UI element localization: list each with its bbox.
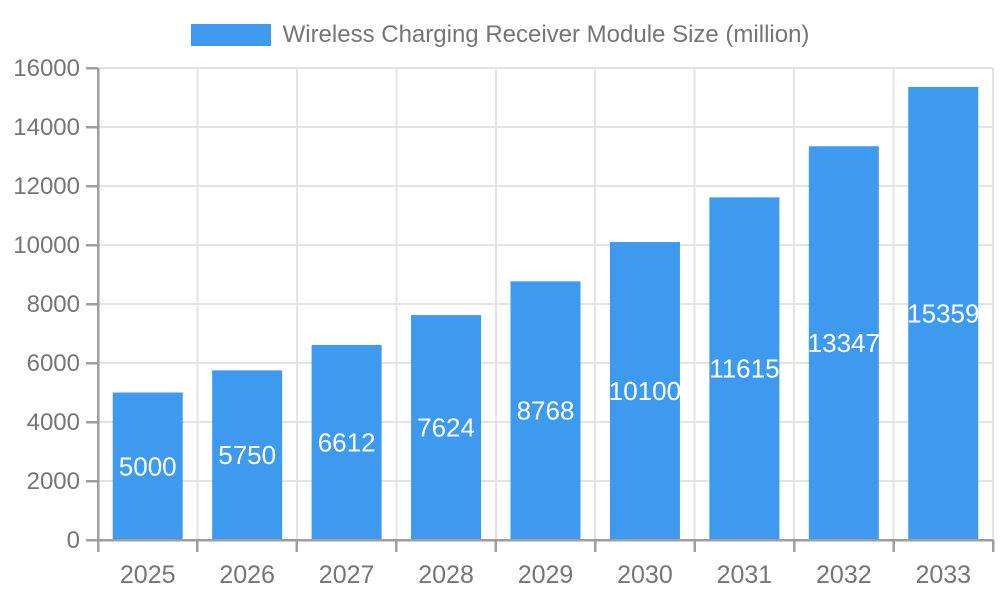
- bar: [510, 281, 581, 540]
- bar: [609, 242, 680, 541]
- bar: [112, 392, 183, 540]
- legend-swatch: [190, 24, 271, 46]
- y-tick-label: 8000: [27, 291, 80, 318]
- y-tick-label: 10000: [13, 232, 80, 259]
- bar-value-label: 15359: [907, 298, 979, 328]
- bar-value-label: 6612: [318, 427, 376, 457]
- y-tick-label: 14000: [13, 114, 80, 141]
- bar-value-label: 13347: [808, 328, 880, 358]
- bar: [212, 370, 283, 540]
- y-tick-label: 4000: [27, 409, 80, 436]
- y-tick-label: 0: [67, 527, 80, 554]
- x-tick-label: 2030: [617, 561, 673, 589]
- y-tick-label: 16000: [13, 55, 80, 82]
- bar-value-label: 5750: [218, 440, 276, 470]
- y-tick-label: 2000: [27, 468, 80, 495]
- y-tick-label: 6000: [27, 350, 80, 377]
- bar: [709, 197, 780, 541]
- bar: [411, 315, 482, 540]
- legend-label: Wireless Charging Receiver Module Size (…: [282, 21, 810, 48]
- legend: Wireless Charging Receiver Module Size (…: [0, 14, 1000, 56]
- x-tick-label: 2033: [915, 561, 971, 589]
- x-tick-label: 2029: [518, 561, 574, 589]
- x-tick-label: 2028: [418, 561, 474, 589]
- x-tick-label: 2032: [816, 561, 872, 589]
- y-tick-label: 12000: [13, 173, 80, 200]
- bar-value-label: 8768: [517, 396, 575, 426]
- x-tick-label: 2026: [219, 561, 275, 589]
- bar-value-label: 10100: [609, 376, 681, 406]
- bar-value-label: 11615: [709, 354, 779, 384]
- x-tick-label: 2027: [319, 561, 375, 589]
- bar-value-label: 5000: [119, 451, 177, 481]
- x-tick-label: 2025: [120, 561, 176, 589]
- bar: [908, 86, 979, 541]
- bar-value-label: 7624: [417, 413, 475, 443]
- bar: [311, 344, 382, 540]
- x-tick-label: 2031: [717, 561, 773, 589]
- bar: [808, 146, 879, 541]
